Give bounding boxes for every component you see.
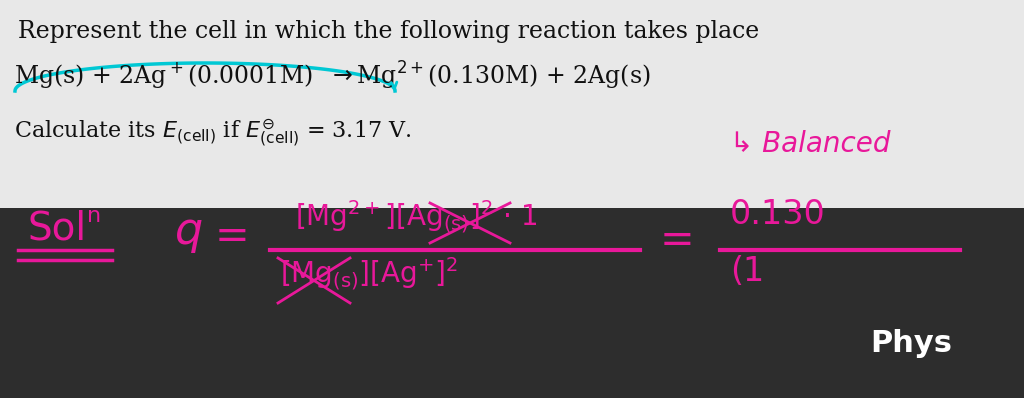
Text: n: n [87, 206, 101, 226]
Text: Phys: Phys [870, 329, 952, 358]
Text: ↳ Balanced: ↳ Balanced [730, 130, 891, 158]
Text: =: = [215, 215, 250, 257]
Text: =: = [660, 219, 694, 261]
Text: Sol: Sol [28, 210, 87, 248]
Text: (1: (1 [730, 255, 764, 288]
Text: Represent the cell in which the following reaction takes place: Represent the cell in which the followin… [18, 20, 759, 43]
Text: Mg(s) + 2Ag$^+$(0.0001M)  $\rightarrow$Mg$^{2+}$(0.130M) + 2Ag(s): Mg(s) + 2Ag$^+$(0.0001M) $\rightarrow$Mg… [14, 60, 650, 92]
Text: q: q [175, 210, 203, 253]
Text: 0.130: 0.130 [730, 198, 825, 231]
Bar [0, 208, 1024, 398]
Text: Calculate its $E_{\mathrm{(cell)}}$ if $E^{\ominus}_{\mathrm{(cell)}}$ = 3.17 V.: Calculate its $E_{\mathrm{(cell)}}$ if $… [14, 118, 412, 150]
Bar [0, 0, 1024, 208]
Text: $[\mathrm{Mg}^{2+}][\mathrm{Ag}_{(\mathrm{s})}]^{2}$ · 1: $[\mathrm{Mg}^{2+}][\mathrm{Ag}_{(\mathr… [295, 198, 537, 235]
Text: $[\mathrm{Mg}_{(\mathrm{s})}][\mathrm{Ag}^{+}]^{2}$: $[\mathrm{Mg}_{(\mathrm{s})}][\mathrm{Ag… [280, 255, 458, 292]
